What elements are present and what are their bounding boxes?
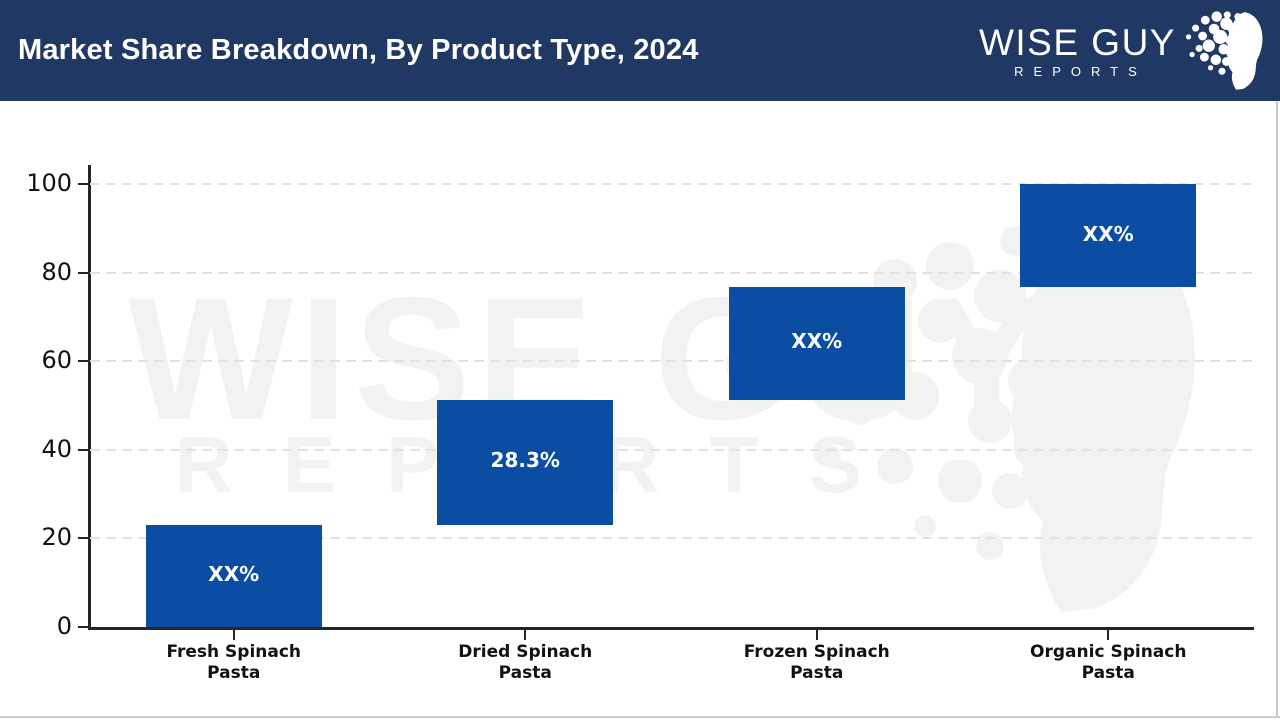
x-category-label: Organic Spinach Pasta xyxy=(1013,642,1203,685)
x-category-label: Frozen Spinach Pasta xyxy=(722,642,912,685)
dotted-face-profile-icon xyxy=(1185,10,1263,90)
y-tick-40 xyxy=(78,448,88,451)
gridline-40 xyxy=(90,448,1254,451)
x-category-line2: Pasta xyxy=(207,663,261,684)
x-category-line2: Pasta xyxy=(790,663,844,684)
wise-guy-reports-logo: WISE GUY REPORTS xyxy=(979,8,1266,94)
x-category-label: Fresh Spinach Pasta xyxy=(139,642,329,685)
gridline-80 xyxy=(90,271,1254,274)
y-tick-label: 80 xyxy=(41,257,72,286)
x-axis-spine xyxy=(88,627,1254,630)
page-title: Market Share Breakdown, By Product Type,… xyxy=(18,34,699,66)
y-tick-0 xyxy=(78,626,88,628)
y-tick-label: 40 xyxy=(41,434,72,463)
x-category-label: Dried Spinach Pasta xyxy=(430,642,620,685)
x-tick-organic-spinach-pasta xyxy=(1107,630,1110,640)
page-right-rule xyxy=(1276,101,1278,717)
bar-fresh-spinach-pasta xyxy=(145,525,322,627)
logo-wordmark: WISE GUY xyxy=(978,21,1176,63)
y-tick-20 xyxy=(78,537,88,540)
bar-value-label: XX% xyxy=(791,329,843,354)
x-category-line1: Fresh Spinach xyxy=(166,642,302,662)
x-tick-fresh-spinach-pasta xyxy=(232,630,235,640)
header-bar: Market Share Breakdown, By Product Type,… xyxy=(0,0,1280,101)
logo-text: WISE GUY REPORTS xyxy=(979,24,1176,78)
y-tick-label: 100 xyxy=(26,169,72,197)
y-tick-100 xyxy=(78,183,88,185)
bar-value-label: XX% xyxy=(208,562,260,587)
y-tick-80 xyxy=(78,271,88,274)
page-bottom-rule xyxy=(0,716,1280,718)
bar-value-label: XX% xyxy=(1082,221,1134,246)
plot: 0 20 40 60 80 100 XX% Fresh Spinach Pasta 28.3% Dr… xyxy=(0,101,1280,720)
gridline-60 xyxy=(90,360,1254,363)
gridline-100 xyxy=(90,183,1254,185)
y-tick-label: 20 xyxy=(41,523,72,552)
y-tick-label: 60 xyxy=(41,346,72,375)
gridline-20 xyxy=(90,537,1254,540)
x-category-line2: Pasta xyxy=(498,663,552,684)
x-tick-dried-spinach-pasta xyxy=(524,630,527,640)
y-tick-60 xyxy=(78,360,88,363)
x-category-line1: Organic Spinach xyxy=(1030,642,1187,662)
bar-dried-spinach-pasta xyxy=(437,399,614,526)
x-category-line1: Frozen Spinach xyxy=(743,642,890,662)
y-tick-label: 0 xyxy=(56,612,72,640)
x-tick-frozen-spinach-pasta xyxy=(815,630,818,640)
x-category-line1: Dried Spinach xyxy=(458,642,593,662)
bar-value-label: 28.3% xyxy=(490,448,560,473)
logo-subtext: REPORTS xyxy=(1014,63,1147,79)
y-axis-spine xyxy=(88,165,91,630)
x-category-line2: Pasta xyxy=(1081,663,1135,684)
